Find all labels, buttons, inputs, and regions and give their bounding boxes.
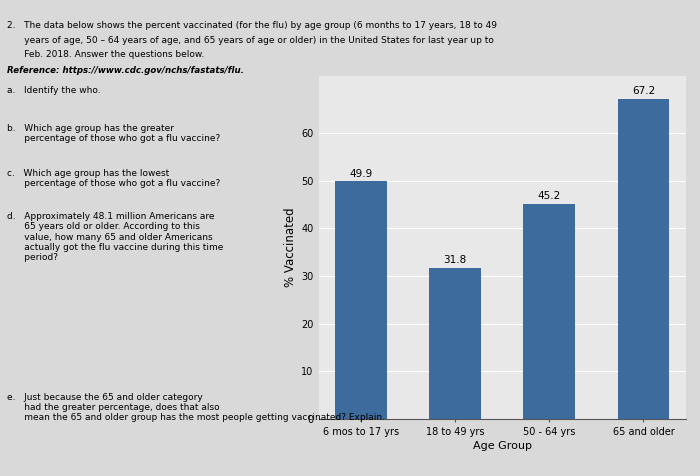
Bar <box>524 204 575 419</box>
Text: c.   Which age group has the lowest
      percentage of those who got a flu vacc: c. Which age group has the lowest percen… <box>7 169 220 188</box>
Text: 45.2: 45.2 <box>538 191 561 201</box>
Text: e.   Just because the 65 and older category
      had the greater percentage, do: e. Just because the 65 and older categor… <box>7 393 385 423</box>
Text: b.   Which age group has the greater
      percentage of those who got a flu vac: b. Which age group has the greater perce… <box>7 124 220 143</box>
Text: years of age, 50 – 64 years of age, and 65 years of age or older) in the United : years of age, 50 – 64 years of age, and … <box>7 36 494 45</box>
Text: Feb. 2018. Answer the questions below.: Feb. 2018. Answer the questions below. <box>7 50 204 59</box>
Text: 49.9: 49.9 <box>349 169 372 178</box>
X-axis label: Age Group: Age Group <box>473 441 532 451</box>
Text: 67.2: 67.2 <box>632 86 655 96</box>
Text: a.   Identify the who.: a. Identify the who. <box>7 86 101 95</box>
Y-axis label: % Vaccinated: % Vaccinated <box>284 208 297 288</box>
Bar <box>617 99 669 419</box>
Text: 31.8: 31.8 <box>444 255 467 265</box>
Bar <box>429 268 481 419</box>
Text: d.   Approximately 48.1 million Americans are
      65 years old or older. Accor: d. Approximately 48.1 million Americans … <box>7 212 223 262</box>
Text: Reference: https://www.cdc.gov/nchs/fastats/flu.: Reference: https://www.cdc.gov/nchs/fast… <box>7 66 244 75</box>
Bar <box>335 181 387 419</box>
Text: 2.   The data below shows the percent vaccinated (for the flu) by age group (6 m: 2. The data below shows the percent vacc… <box>7 21 497 30</box>
